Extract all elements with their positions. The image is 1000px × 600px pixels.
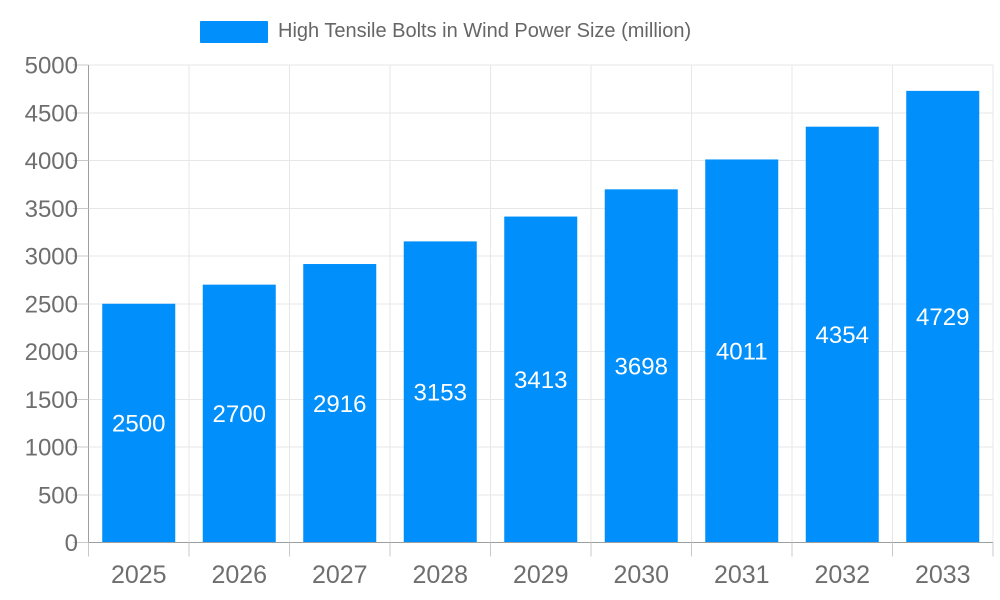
bar[interactable] <box>403 241 477 543</box>
bar[interactable] <box>705 159 779 543</box>
bar-value-label: 2700 <box>213 401 266 428</box>
x-axis-tick-label: 2026 <box>211 561 267 589</box>
y-axis-tick-label: 3000 <box>25 244 78 271</box>
bar[interactable] <box>604 189 678 543</box>
x-axis-tick-label: 2033 <box>915 561 971 589</box>
bar-value-label: 4729 <box>916 304 969 331</box>
bar-value-label: 3153 <box>414 379 467 406</box>
y-axis-tick-label: 3500 <box>25 196 78 223</box>
y-axis-tick-label: 4000 <box>25 148 78 175</box>
legend-label: High Tensile Bolts in Wind Power Size (m… <box>278 20 692 42</box>
bar-value-label: 2916 <box>313 391 366 418</box>
bar[interactable] <box>303 264 377 543</box>
x-axis-tick-label: 2025 <box>111 561 167 589</box>
bar[interactable] <box>805 126 879 543</box>
bar[interactable] <box>906 90 980 543</box>
legend-marker <box>200 20 268 43</box>
x-axis-tick-label: 2029 <box>513 561 569 589</box>
bar[interactable] <box>202 284 276 543</box>
bar-value-label: 2500 <box>112 411 165 438</box>
bar[interactable] <box>102 303 176 543</box>
bar-value-label: 4354 <box>816 322 869 349</box>
bar-value-label: 3698 <box>615 353 668 380</box>
x-axis-tick-label: 2028 <box>412 561 468 589</box>
y-axis-tick-label: 1500 <box>25 387 78 414</box>
y-axis-tick-label: 4500 <box>25 100 78 127</box>
x-axis-tick-label: 2031 <box>714 561 770 589</box>
y-axis-tick-label: 0 <box>65 530 78 557</box>
x-axis-tick-label: 2027 <box>312 561 368 589</box>
y-axis-tick-label: 1000 <box>25 435 78 462</box>
bar[interactable] <box>504 216 578 543</box>
y-axis-tick-label: 500 <box>38 482 78 509</box>
x-axis-tick-label: 2032 <box>814 561 870 589</box>
legend-item[interactable]: High Tensile Bolts in Wind Power Size (m… <box>200 20 691 43</box>
y-axis-tick-label: 2500 <box>25 291 78 318</box>
bar-value-label: 4011 <box>716 338 768 365</box>
y-axis-tick-label: 5000 <box>25 53 78 80</box>
bar-value-label: 3413 <box>514 367 567 394</box>
x-axis-tick-label: 2030 <box>613 561 669 589</box>
y-axis-tick-label: 2000 <box>25 339 78 366</box>
